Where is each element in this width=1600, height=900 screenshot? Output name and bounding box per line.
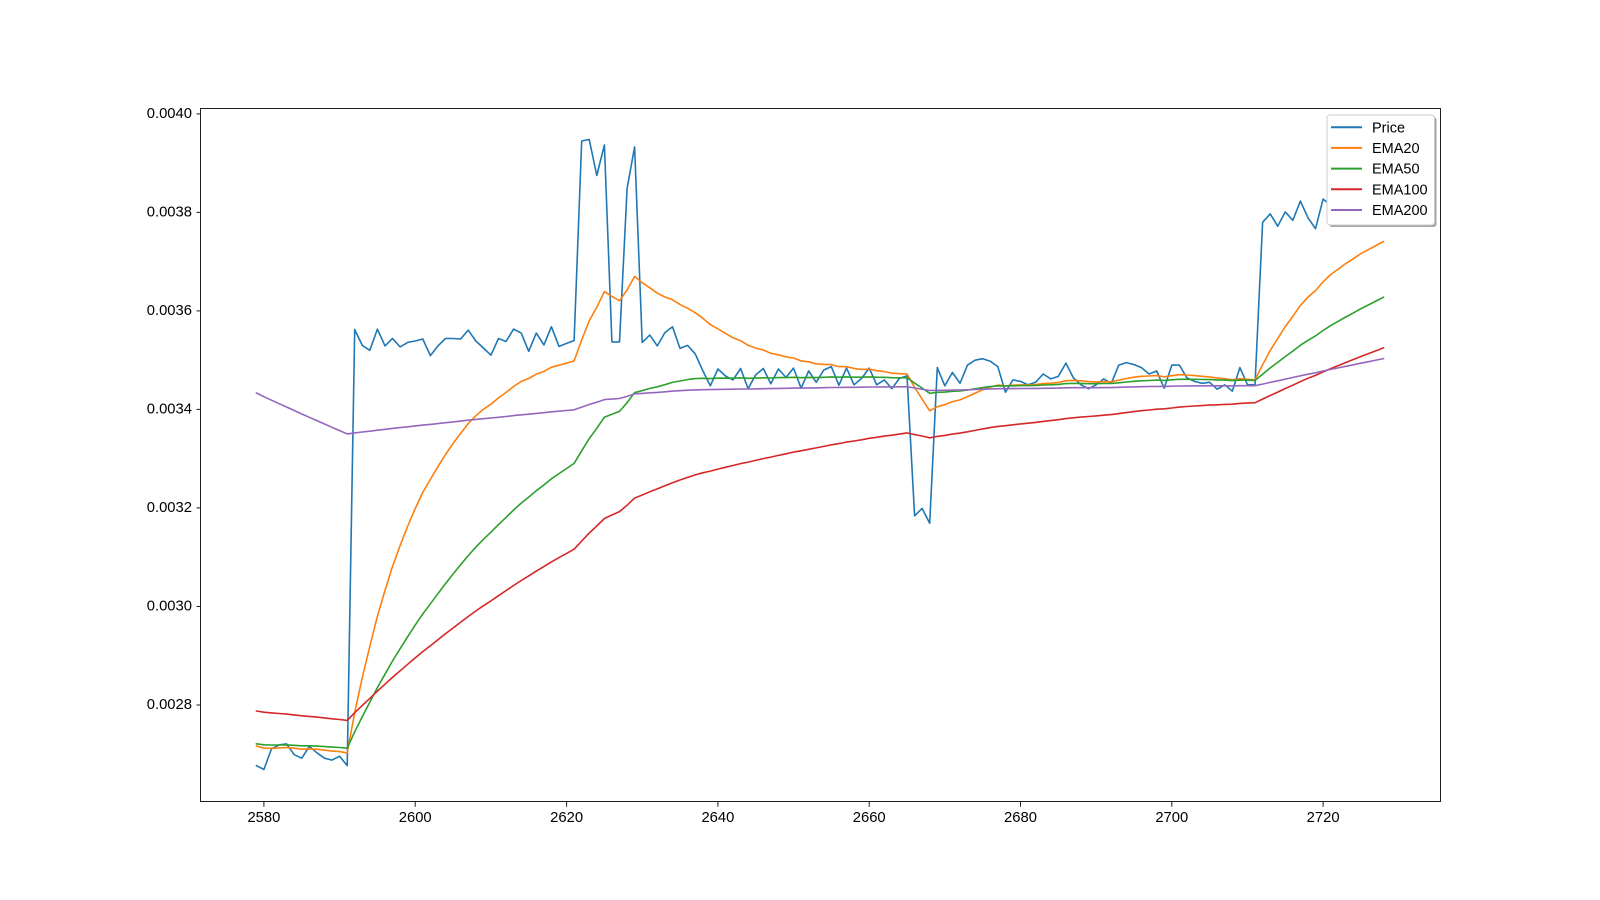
svg-text:Price: Price xyxy=(1372,120,1405,136)
svg-text:EMA50: EMA50 xyxy=(1372,162,1420,178)
svg-text:2700: 2700 xyxy=(1155,810,1188,826)
svg-text:0.0036: 0.0036 xyxy=(147,303,192,319)
svg-text:2580: 2580 xyxy=(247,810,280,826)
svg-text:EMA200: EMA200 xyxy=(1372,203,1428,219)
svg-text:2600: 2600 xyxy=(399,810,432,826)
svg-text:0.0030: 0.0030 xyxy=(147,599,192,615)
svg-text:2720: 2720 xyxy=(1307,810,1340,826)
svg-text:0.0040: 0.0040 xyxy=(147,106,192,122)
svg-text:EMA20: EMA20 xyxy=(1372,141,1420,157)
svg-text:2620: 2620 xyxy=(550,810,583,826)
svg-text:0.0034: 0.0034 xyxy=(147,402,192,418)
svg-text:0.0032: 0.0032 xyxy=(147,500,192,516)
svg-text:EMA100: EMA100 xyxy=(1372,182,1428,198)
svg-text:0.0038: 0.0038 xyxy=(147,205,192,221)
svg-text:2680: 2680 xyxy=(1004,810,1037,826)
svg-text:2660: 2660 xyxy=(853,810,886,826)
svg-text:0.0028: 0.0028 xyxy=(147,697,192,713)
svg-text:2640: 2640 xyxy=(701,810,734,826)
